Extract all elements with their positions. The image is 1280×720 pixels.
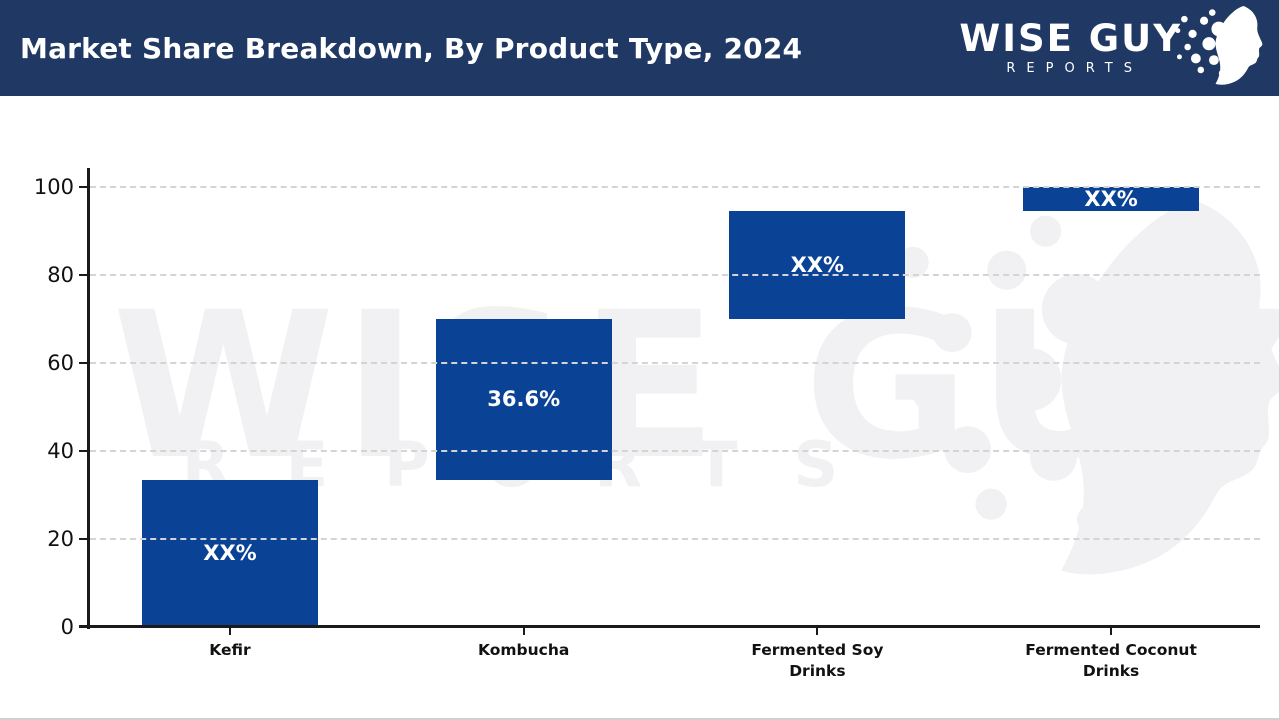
y-tick-mark — [79, 538, 87, 540]
wiseguy-logo: WISE GUY REPORTS — [959, 6, 1270, 88]
wiseguy-head-icon — [1175, 6, 1263, 85]
page-title: Market Share Breakdown, By Product Type,… — [20, 31, 803, 65]
y-axis-tick-label: 40 — [47, 439, 74, 463]
watermark-head-icon — [870, 200, 1279, 575]
y-tick-mark — [79, 274, 87, 276]
x-axis-category-label-fermented-coconut-drinks: Fermented Coconut Drinks — [1001, 640, 1221, 682]
x-tick-mark — [522, 627, 525, 635]
bar-value-label-kombucha: 36.6% — [487, 387, 561, 412]
y-axis-tick-label: 20 — [47, 527, 74, 551]
y-axis-tick-label: 60 — [47, 351, 74, 375]
gridline-40 — [90, 450, 1260, 452]
category-label-line: Kombucha — [478, 641, 570, 659]
category-label-line: Drinks — [1082, 662, 1140, 680]
wiseguy-logo-name: WISE GUY — [959, 17, 1182, 60]
bar-value-label-fermented-soy-drinks: XX% — [790, 252, 845, 277]
wiseguy-logo-text: WISE GUY REPORTS — [959, 17, 1182, 77]
bar-kefir — [142, 479, 318, 627]
y-axis-tick-label: 0 — [60, 615, 74, 639]
x-tick-mark — [816, 627, 819, 635]
category-label-line: Drinks — [789, 662, 846, 680]
bar-fermented-soy-drinks — [729, 210, 906, 319]
header-bar: Market Share Breakdown, By Product Type,… — [0, 0, 1279, 96]
wiseguy-logo-sub: REPORTS — [1006, 61, 1143, 76]
bar-kombucha — [435, 318, 612, 480]
y-axis-tick-label: 100 — [33, 175, 74, 199]
bar-value-label-fermented-coconut-drinks: XX% — [1084, 186, 1138, 211]
x-axis-category-label-kombucha: Kombucha — [414, 640, 634, 661]
y-tick-mark — [79, 186, 87, 188]
y-tick-mark — [79, 450, 87, 452]
gridline-80 — [90, 274, 1260, 276]
x-tick-mark — [1110, 627, 1113, 635]
x-axis-category-label-kefir: Kefir — [120, 640, 340, 661]
x-axis-line — [79, 625, 1260, 628]
gridline-100 — [90, 186, 1260, 188]
y-axis-line — [87, 168, 90, 629]
bar-fermented-coconut-drinks — [1023, 187, 1200, 211]
x-axis-category-label-fermented-soy-drinks: Fermented Soy Drinks — [707, 640, 927, 682]
gridline-20 — [90, 538, 1260, 540]
category-label-line: Fermented Soy — [751, 641, 884, 659]
bar-value-label-kefir: XX% — [203, 541, 257, 566]
gridline-60 — [90, 362, 1260, 364]
category-label-line: Kefir — [209, 641, 251, 659]
category-label-line: Fermented Coconut — [1025, 641, 1197, 659]
y-axis-tick-label: 80 — [47, 263, 74, 287]
y-tick-mark — [79, 362, 87, 364]
x-tick-mark — [229, 627, 231, 635]
